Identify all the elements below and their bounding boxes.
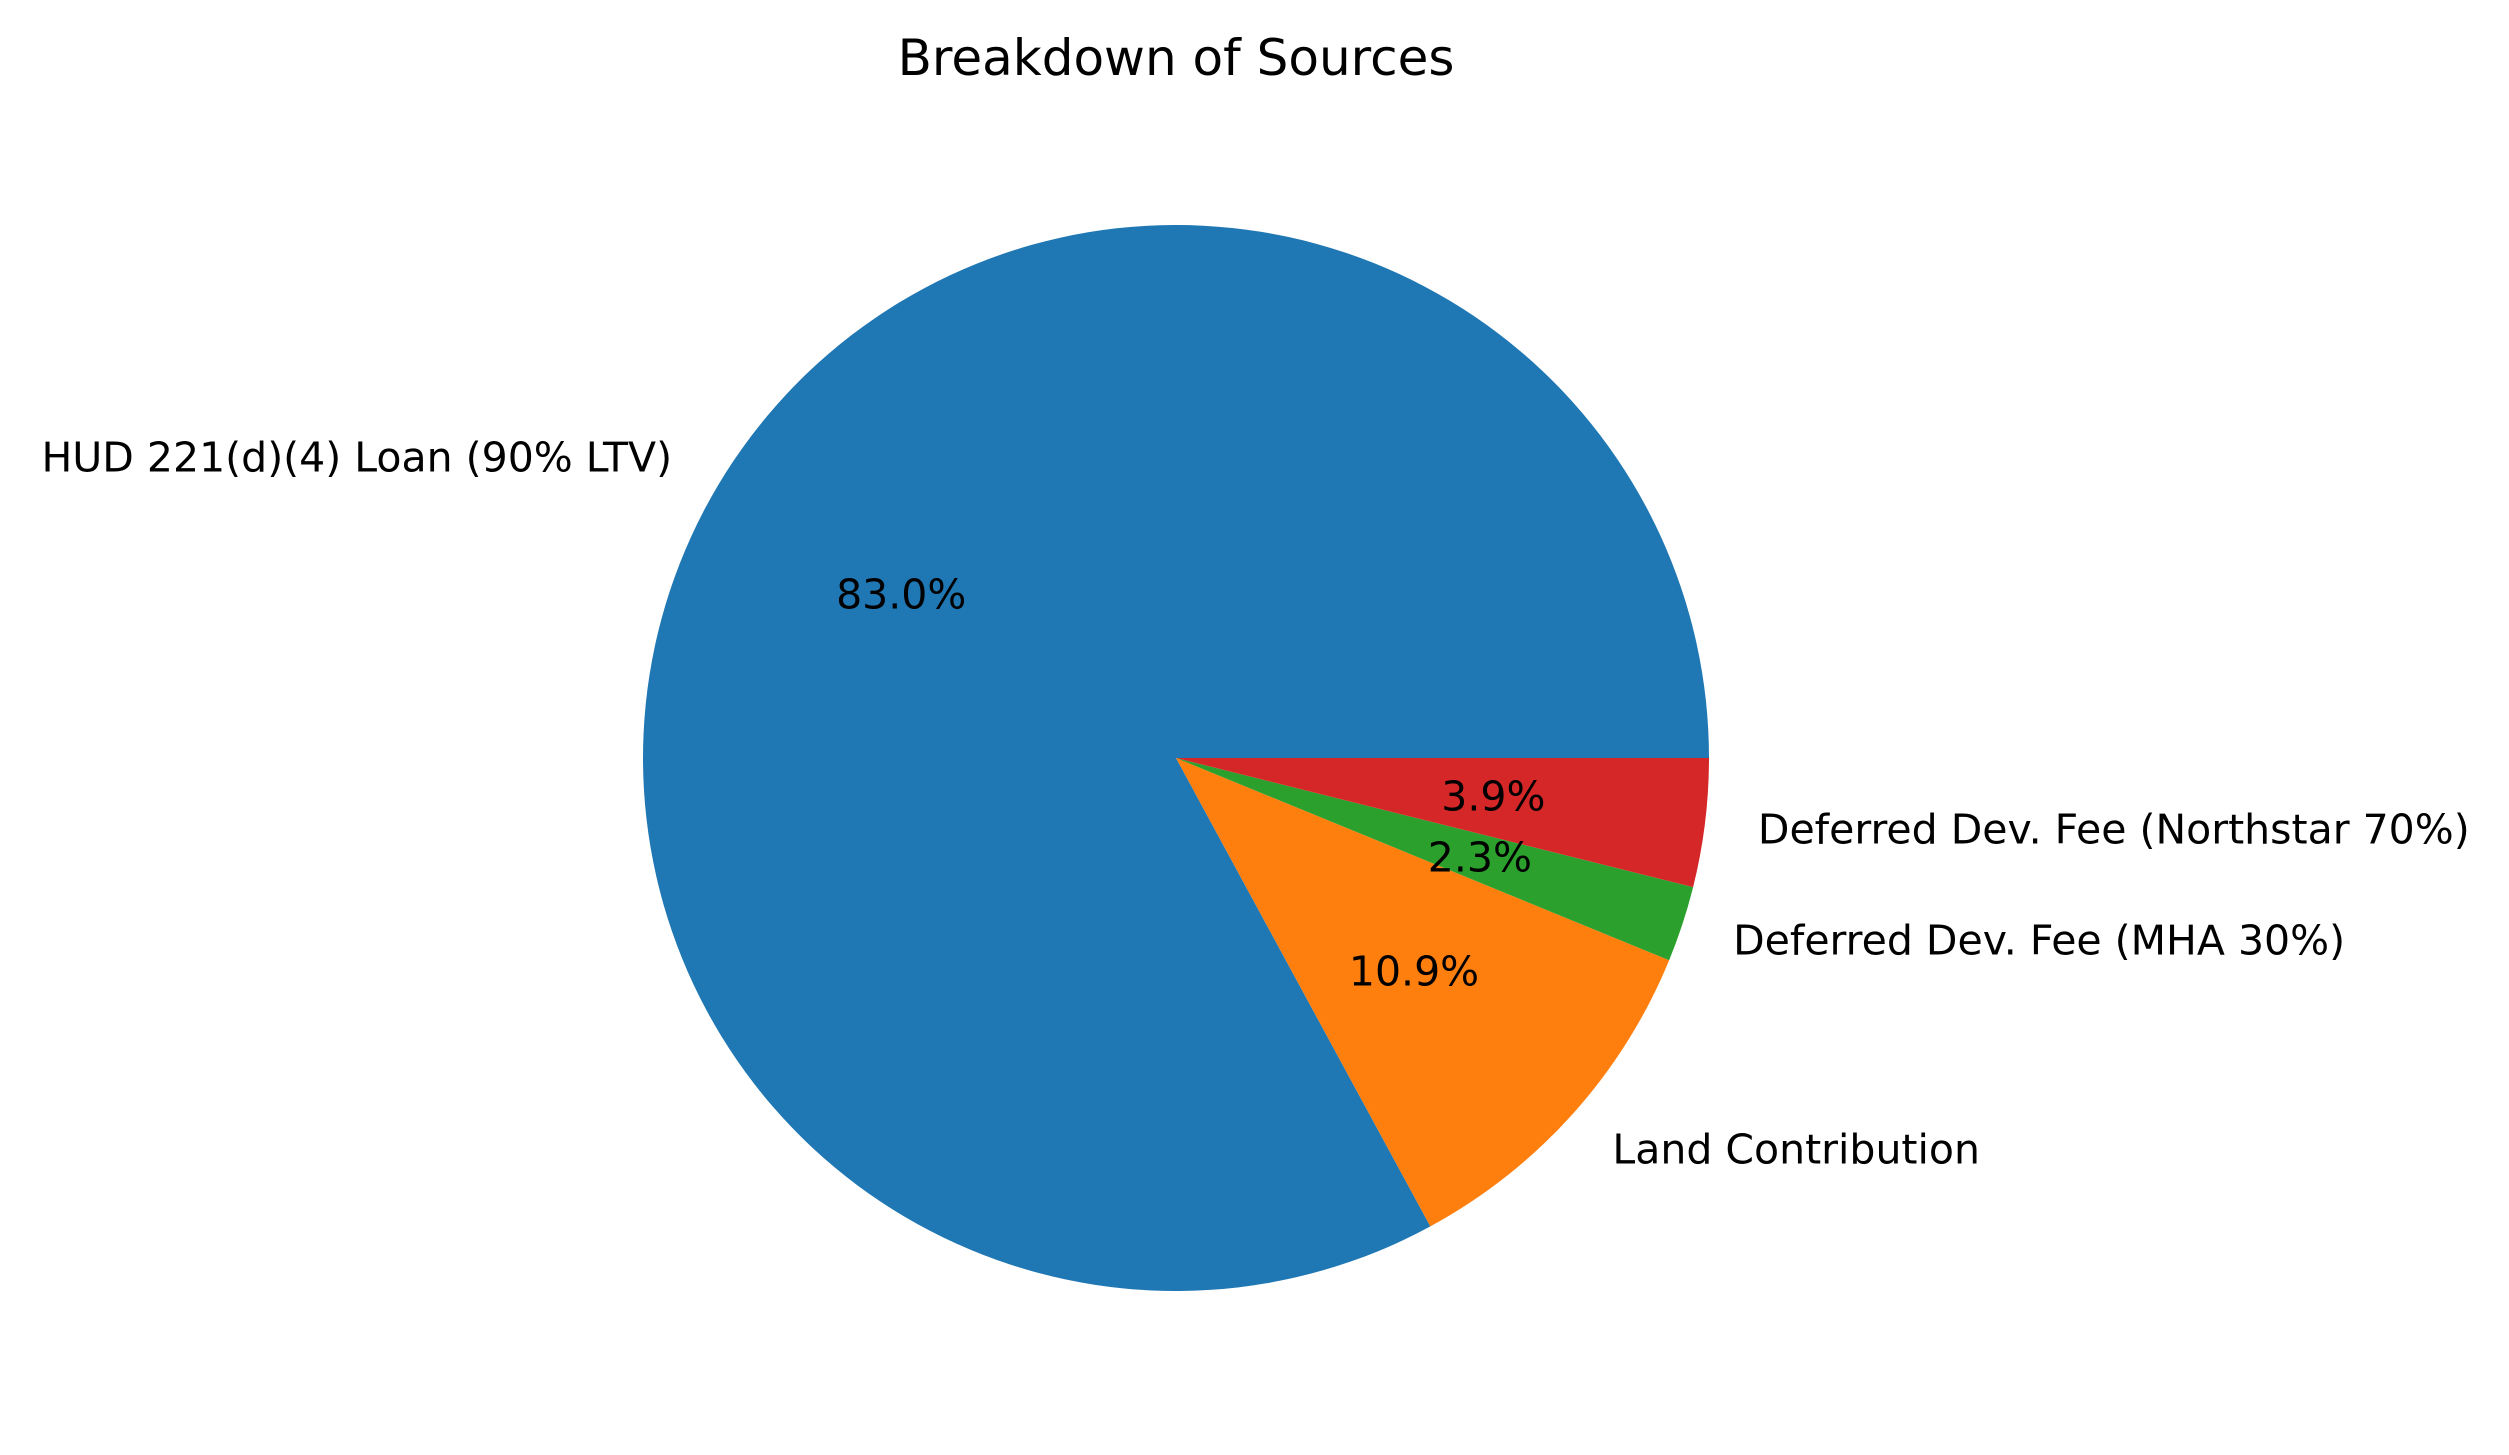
slice-pct-3: 3.9% bbox=[1441, 772, 1546, 821]
pie-slice-0 bbox=[642, 224, 1709, 1291]
chart-title: Breakdown of Sources bbox=[897, 29, 1455, 87]
slice-label-1: Land Contribution bbox=[1612, 1124, 1980, 1173]
slice-label-2: Deferred Dev. Fee (MHA 30%) bbox=[1733, 916, 2346, 965]
pie-slice-3 bbox=[1176, 758, 1709, 888]
pie-slice-2 bbox=[1176, 758, 1694, 961]
slice-label-3: Deferred Dev. Fee (Northstar 70%) bbox=[1757, 805, 2470, 854]
slice-pct-0: 83.0% bbox=[836, 569, 967, 618]
pie-slice-1 bbox=[1176, 758, 1670, 1227]
slice-pct-1: 10.9% bbox=[1348, 947, 1480, 996]
slice-label-0: HUD 221(d)(4) Loan (90% LTV) bbox=[41, 433, 673, 482]
slice-pct-2: 2.3% bbox=[1427, 833, 1532, 882]
